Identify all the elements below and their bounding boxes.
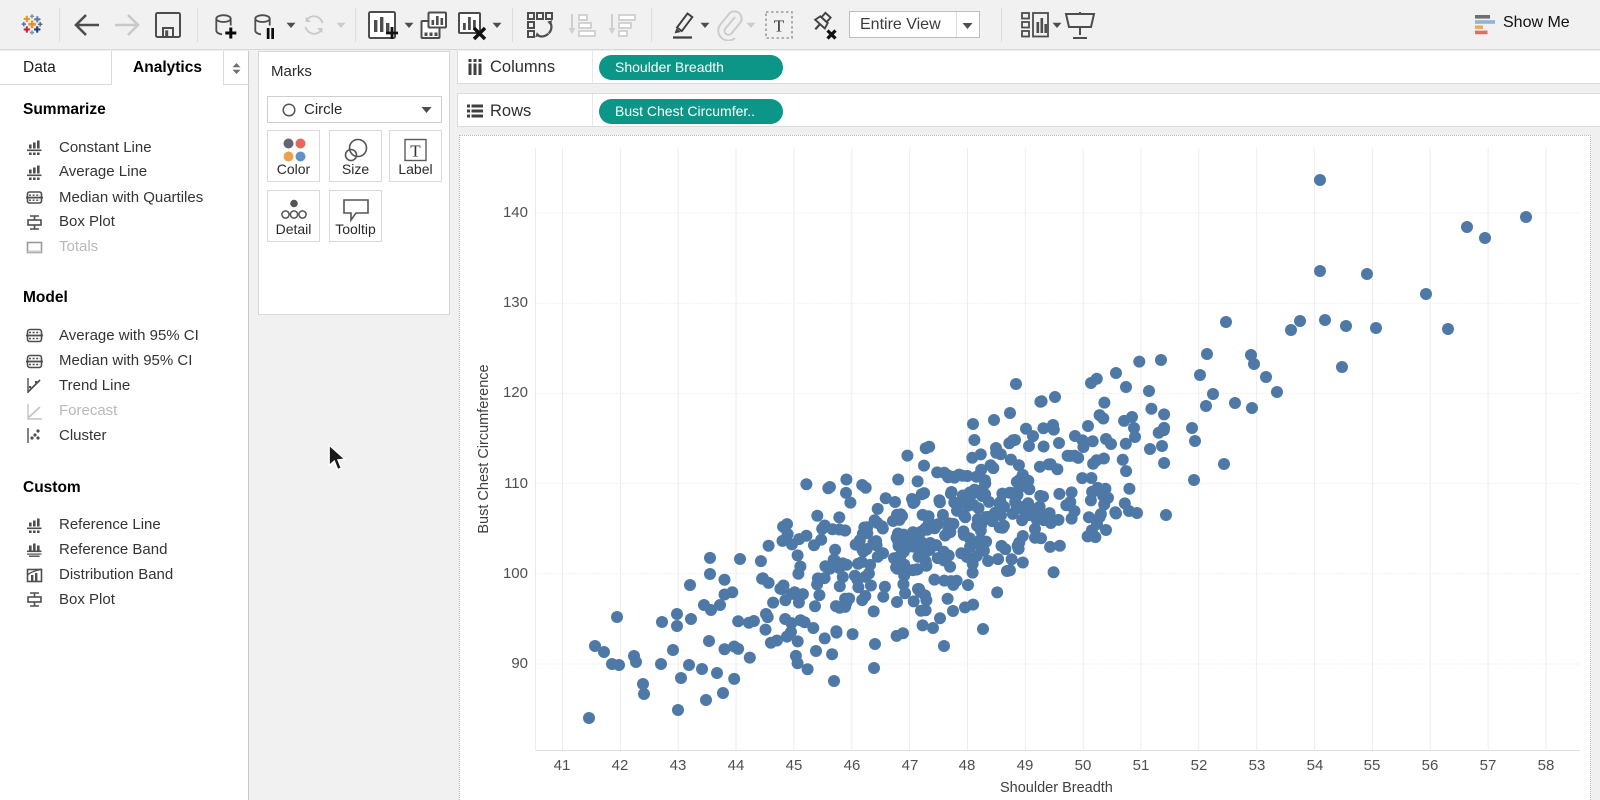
svg-text:T: T xyxy=(410,142,421,161)
svg-text:T: T xyxy=(774,17,785,36)
